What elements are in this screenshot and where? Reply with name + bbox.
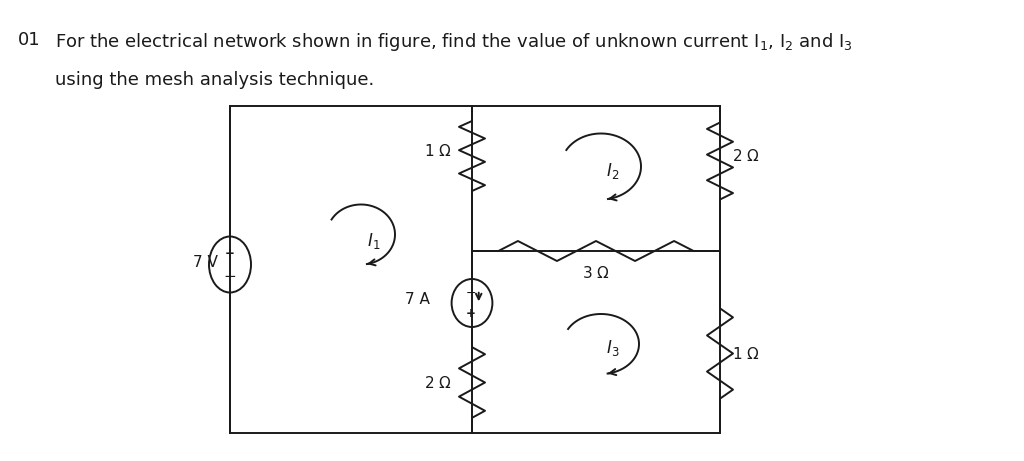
Text: 2 $\Omega$: 2 $\Omega$ (424, 374, 452, 390)
Text: For the electrical network shown in figure, find the value of unknown current I$: For the electrical network shown in figu… (55, 31, 853, 53)
Text: +: + (466, 307, 476, 319)
Text: using the mesh analysis technique.: using the mesh analysis technique. (55, 71, 374, 89)
Text: I$_1$: I$_1$ (367, 230, 381, 250)
Text: −: − (223, 269, 237, 284)
Text: I$_2$: I$_2$ (606, 160, 620, 181)
Text: I$_3$: I$_3$ (606, 338, 620, 358)
Text: 2 $\Omega$: 2 $\Omega$ (732, 148, 760, 164)
Text: 7 V: 7 V (194, 255, 218, 270)
Text: +: + (225, 248, 234, 260)
Text: −: − (466, 287, 476, 301)
Text: 01: 01 (18, 31, 41, 49)
Text: 3 $\Omega$: 3 $\Omega$ (583, 265, 610, 281)
Text: 7 A: 7 A (406, 291, 430, 307)
Text: 1 $\Omega$: 1 $\Omega$ (732, 345, 760, 361)
Text: 1 $\Omega$: 1 $\Omega$ (424, 143, 452, 159)
